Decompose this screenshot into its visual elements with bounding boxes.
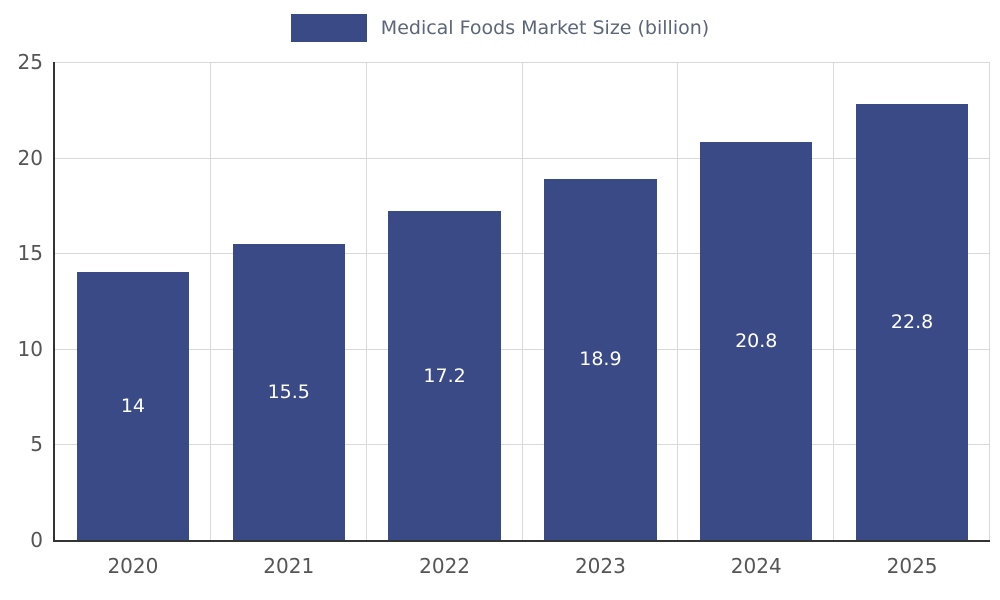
gridline-horizontal xyxy=(55,253,990,255)
y-tick-label: 10 xyxy=(17,336,43,361)
bar-value-label: 18.9 xyxy=(579,348,622,371)
bar-2025: 22.8 xyxy=(855,104,969,540)
x-tick-label: 2020 xyxy=(107,554,159,578)
gridline-horizontal xyxy=(55,62,990,63)
x-tick-label: 2022 xyxy=(419,554,471,578)
y-axis-line xyxy=(53,62,55,540)
bar-value-label: 20.8 xyxy=(735,330,778,353)
x-tick-label: 2023 xyxy=(574,554,626,578)
y-tick-label: 25 xyxy=(17,50,43,74)
x-axis-line xyxy=(53,540,990,542)
gridline-vertical xyxy=(989,62,990,540)
legend-swatch xyxy=(290,14,367,42)
x-tick-label: 2025 xyxy=(886,554,938,578)
y-tick-label: 0 xyxy=(30,528,43,552)
bar-2024: 20.8 xyxy=(700,142,813,540)
gridline-horizontal xyxy=(55,444,990,446)
bar-value-label: 22.8 xyxy=(890,311,934,334)
gridline-vertical xyxy=(677,62,679,540)
y-tick-label: 20 xyxy=(17,145,43,170)
bar-2021: 15.5 xyxy=(232,243,345,540)
y-tick-label: 5 xyxy=(30,432,43,457)
bar-2023: 18.9 xyxy=(544,178,657,540)
gridline-vertical xyxy=(209,62,211,540)
bar-2020: 14 xyxy=(76,272,189,540)
x-tick-label: 2021 xyxy=(263,554,315,578)
gridline-vertical xyxy=(365,62,367,540)
legend-label: Medical Foods Market Size (billion) xyxy=(380,17,710,39)
bar-value-label: 14 xyxy=(120,395,145,418)
bar-value-label: 15.5 xyxy=(267,380,310,403)
bar-2022: 17.2 xyxy=(388,211,501,540)
gridline-horizontal xyxy=(55,348,990,350)
chart-legend: Medical Foods Market Size (billion) xyxy=(0,14,1000,42)
gridline-vertical xyxy=(833,62,835,540)
x-tick-label: 2024 xyxy=(730,554,782,578)
gridline-vertical xyxy=(521,62,523,540)
plot-area: 0 5 10 15 20 25 14 2020 15.5 2021 17.2 2022 18.9 2023… xyxy=(18,50,990,578)
bar-value-label: 17.2 xyxy=(423,364,466,387)
y-tick-label: 15 xyxy=(17,241,43,266)
gridline-horizontal xyxy=(55,157,990,159)
